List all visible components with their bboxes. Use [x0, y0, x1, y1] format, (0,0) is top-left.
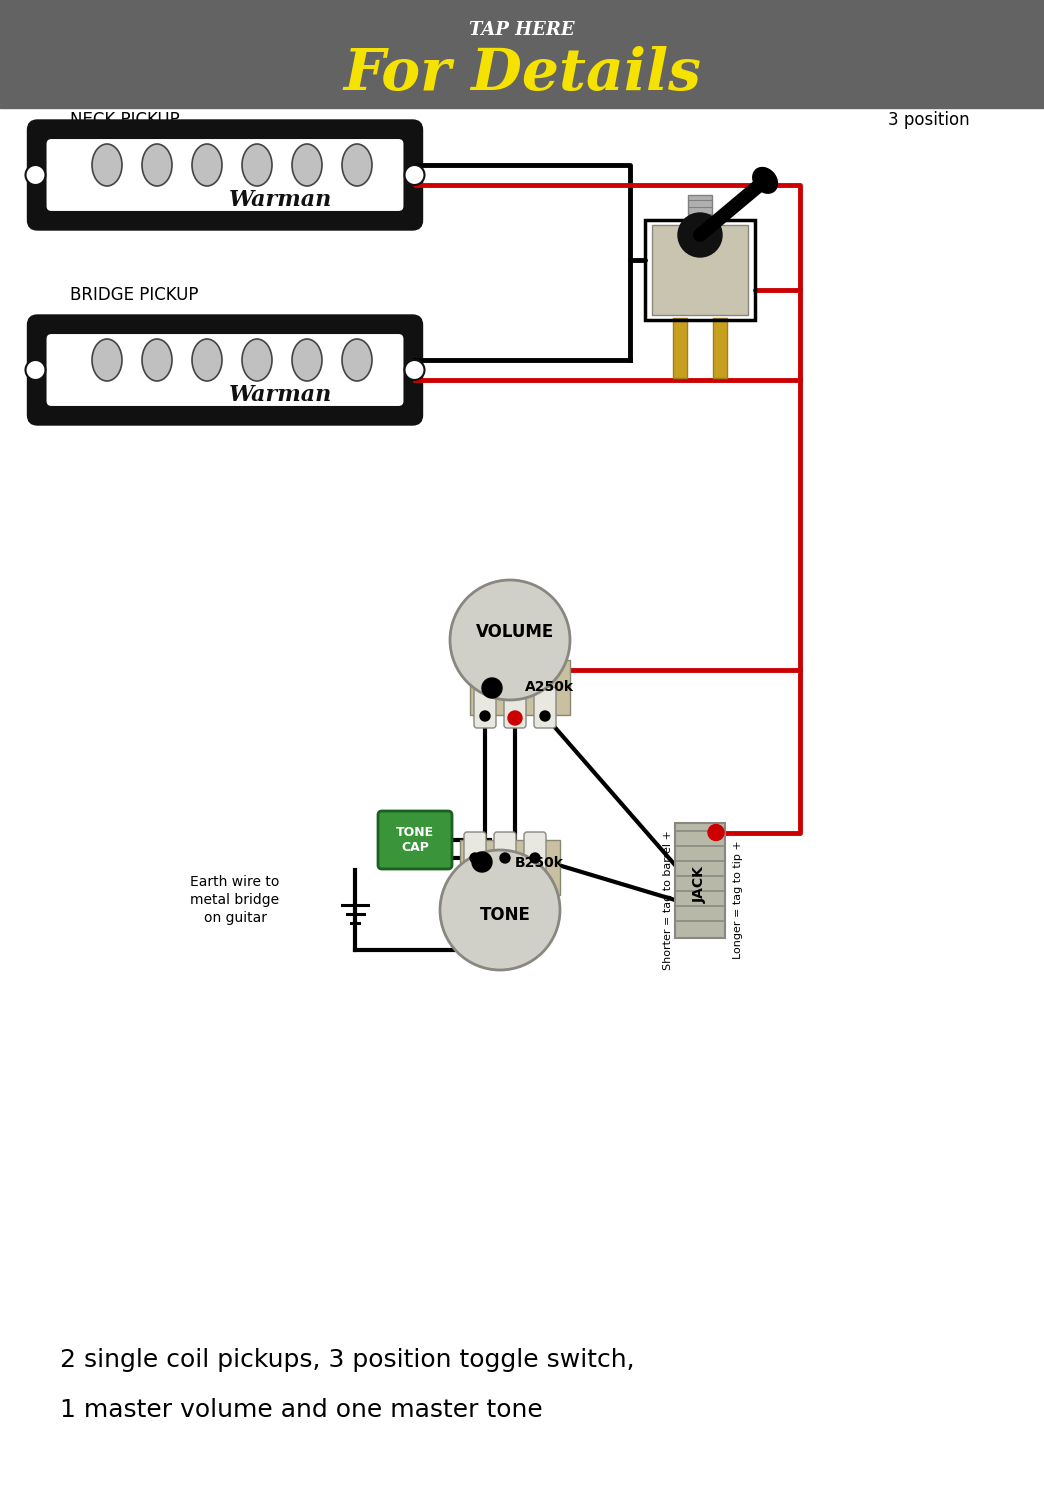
Text: BRIDGE PICKUP: BRIDGE PICKUP: [70, 286, 198, 304]
Ellipse shape: [342, 339, 372, 381]
Bar: [673, 318, 687, 378]
Ellipse shape: [678, 213, 722, 256]
Text: B250k: B250k: [515, 856, 564, 870]
Ellipse shape: [500, 853, 511, 862]
Text: Warman: Warman: [229, 189, 332, 211]
Text: TONE: TONE: [479, 906, 530, 924]
Ellipse shape: [25, 360, 46, 380]
FancyBboxPatch shape: [46, 138, 404, 212]
Text: TAP HERE: TAP HERE: [469, 21, 575, 39]
FancyBboxPatch shape: [27, 120, 423, 230]
Text: Longer = tag to tip +: Longer = tag to tip +: [733, 840, 743, 960]
Ellipse shape: [753, 168, 778, 194]
Bar: [688, 195, 712, 225]
FancyBboxPatch shape: [524, 833, 546, 873]
Text: JACK: JACK: [693, 867, 707, 903]
Text: 2 single coil pickups, 3 position toggle switch,: 2 single coil pickups, 3 position toggle…: [60, 1348, 635, 1372]
Text: Shorter = tag to barrel +: Shorter = tag to barrel +: [663, 830, 673, 971]
Text: Warman: Warman: [229, 384, 332, 406]
Ellipse shape: [470, 853, 480, 862]
Ellipse shape: [142, 339, 172, 381]
Ellipse shape: [482, 678, 502, 698]
Ellipse shape: [530, 853, 540, 862]
Ellipse shape: [292, 144, 322, 186]
Text: 3 position: 3 position: [888, 111, 970, 129]
Text: VOLUME: VOLUME: [476, 622, 554, 640]
Text: 1 master volume and one master tone: 1 master volume and one master tone: [60, 1398, 543, 1422]
FancyBboxPatch shape: [378, 812, 452, 868]
FancyBboxPatch shape: [46, 333, 404, 406]
Text: NECK PICKUP: NECK PICKUP: [70, 111, 180, 129]
Bar: [652, 225, 748, 315]
Text: Earth wire to
metal bridge
on guitar: Earth wire to metal bridge on guitar: [190, 874, 280, 926]
Ellipse shape: [342, 144, 372, 186]
Ellipse shape: [472, 852, 492, 871]
FancyBboxPatch shape: [504, 687, 526, 728]
Text: A250k: A250k: [525, 680, 574, 694]
Ellipse shape: [450, 580, 570, 700]
Ellipse shape: [404, 360, 425, 380]
Bar: [645, 220, 755, 320]
FancyBboxPatch shape: [533, 687, 556, 728]
Ellipse shape: [508, 711, 522, 724]
Bar: [470, 660, 570, 716]
Ellipse shape: [242, 339, 272, 381]
Text: TONE
CAP: TONE CAP: [396, 827, 434, 854]
Ellipse shape: [480, 711, 490, 722]
Ellipse shape: [92, 144, 122, 186]
Ellipse shape: [192, 144, 222, 186]
Ellipse shape: [142, 144, 172, 186]
FancyBboxPatch shape: [494, 833, 516, 873]
Ellipse shape: [92, 339, 122, 381]
FancyBboxPatch shape: [464, 833, 487, 873]
Ellipse shape: [242, 144, 272, 186]
Bar: [675, 822, 725, 938]
Bar: [713, 318, 727, 378]
Ellipse shape: [440, 850, 560, 970]
Ellipse shape: [404, 165, 425, 184]
Text: For Details: For Details: [343, 46, 701, 102]
Ellipse shape: [192, 339, 222, 381]
Ellipse shape: [292, 339, 322, 381]
Ellipse shape: [708, 825, 723, 840]
Bar: [460, 840, 560, 896]
FancyBboxPatch shape: [474, 687, 496, 728]
Ellipse shape: [25, 165, 46, 184]
Ellipse shape: [540, 711, 550, 722]
Bar: [0, 0, 1044, 108]
FancyBboxPatch shape: [27, 315, 423, 424]
